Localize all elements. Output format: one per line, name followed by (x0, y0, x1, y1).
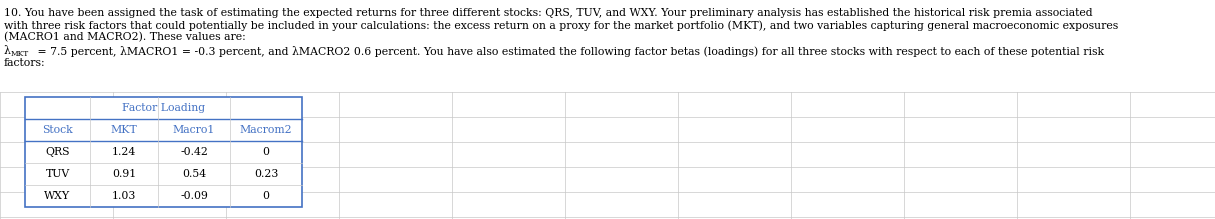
Text: Macrom2: Macrom2 (239, 125, 293, 135)
Text: factors:: factors: (4, 58, 46, 68)
Text: TUV: TUV (45, 169, 69, 179)
Text: = 7.5 percent, λMACRO1 = -0.3 percent, and λMACRO2 0.6 percent. You have also es: = 7.5 percent, λMACRO1 = -0.3 percent, a… (34, 46, 1104, 57)
Text: -0.42: -0.42 (180, 147, 208, 157)
Text: λ: λ (4, 46, 11, 56)
Bar (26, 97, 303, 207)
Text: (MACRO1 and MACRO2). These values are:: (MACRO1 and MACRO2). These values are: (4, 32, 245, 42)
Text: 0: 0 (262, 191, 270, 201)
Text: 1.24: 1.24 (112, 147, 136, 157)
Text: 0.91: 0.91 (112, 169, 136, 179)
Text: MKT: MKT (11, 49, 29, 58)
Text: with three risk factors that could potentially be included in your calculations:: with three risk factors that could poten… (4, 20, 1118, 31)
Text: -0.09: -0.09 (180, 191, 208, 201)
Text: Stock: Stock (43, 125, 73, 135)
Text: 1.03: 1.03 (112, 191, 136, 201)
Text: WXY: WXY (45, 191, 70, 201)
Text: 10. You have been assigned the task of estimating the expected returns for three: 10. You have been assigned the task of e… (4, 8, 1092, 18)
Text: 0.54: 0.54 (182, 169, 207, 179)
Text: QRS: QRS (45, 147, 69, 157)
Text: Factor Loading: Factor Loading (122, 103, 205, 113)
Text: 0: 0 (262, 147, 270, 157)
Text: Macro1: Macro1 (173, 125, 215, 135)
Text: 0.23: 0.23 (254, 169, 278, 179)
Text: MKT: MKT (111, 125, 137, 135)
